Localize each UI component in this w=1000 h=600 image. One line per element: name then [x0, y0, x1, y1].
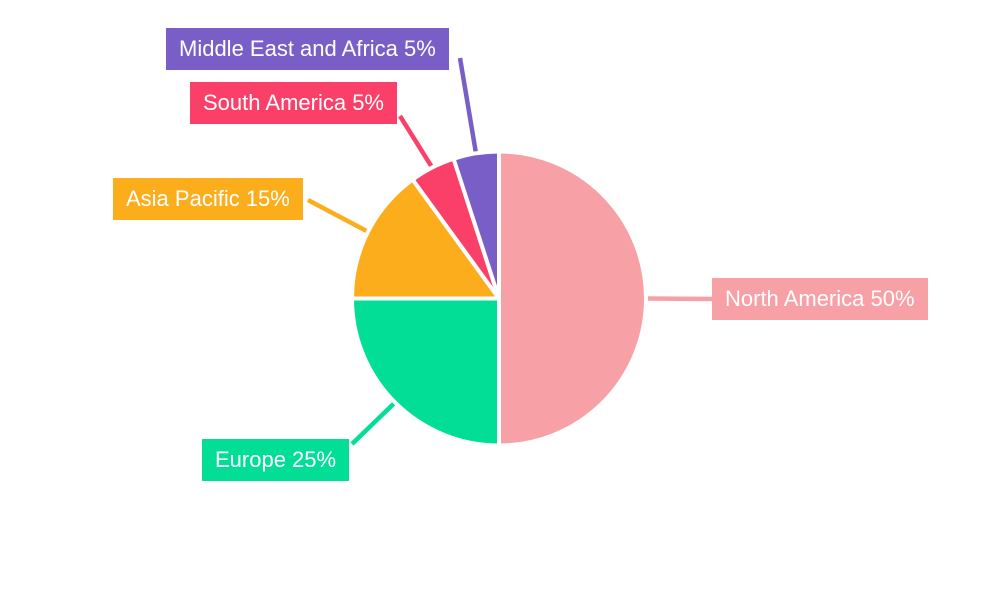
pie-slice-middle-east-and-africa[interactable]	[451, 149, 501, 301]
pie-slice-europe[interactable]	[350, 296, 501, 448]
pie-slice-north-america[interactable]	[497, 149, 648, 448]
callout-label-asia-pacific: Asia Pacific 15%	[113, 178, 303, 220]
callout-label-north-america: North America 50%	[712, 278, 928, 320]
leader-line-europe	[350, 400, 398, 446]
leader-line-asia-pacific	[306, 198, 370, 235]
callout-label-europe: Europe 25%	[202, 439, 350, 481]
callout-label-south-america: South America 5%	[190, 82, 397, 124]
callout-label-middle-east-and-africa: Middle East and Africa 5%	[166, 28, 449, 70]
leader-line-south-america	[398, 114, 435, 170]
leader-line-north-america	[644, 296, 715, 302]
leader-line-middle-east-and-africa	[457, 57, 479, 155]
pie-slice-asia-pacific[interactable]	[350, 177, 501, 301]
